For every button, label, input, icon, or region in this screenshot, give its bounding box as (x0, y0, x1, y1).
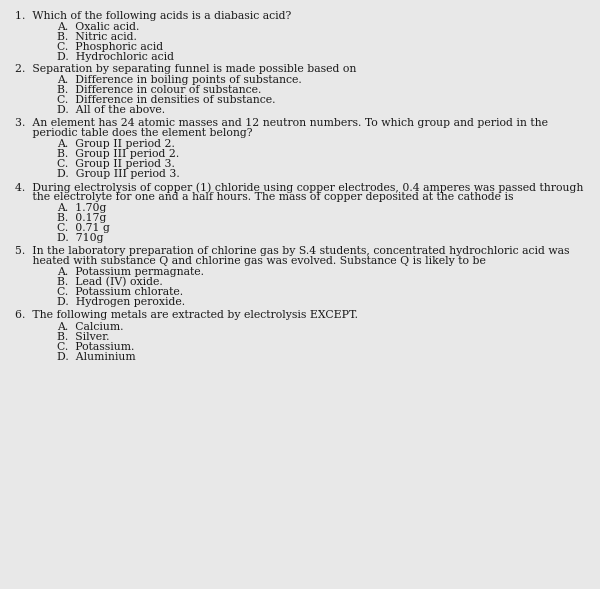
Text: 1.  Which of the following acids is a diabasic acid?: 1. Which of the following acids is a dia… (15, 11, 291, 21)
Text: the electrolyte for one and a half hours. The mass of copper deposited at the ca: the electrolyte for one and a half hours… (15, 192, 514, 202)
Text: C.  Potassium chlorate.: C. Potassium chlorate. (57, 287, 183, 297)
Text: D.  Group III period 3.: D. Group III period 3. (57, 169, 180, 179)
Text: D.  All of the above.: D. All of the above. (57, 105, 165, 115)
Text: 3.  An element has 24 atomic masses and 12 neutron numbers. To which group and p: 3. An element has 24 atomic masses and 1… (15, 118, 548, 128)
Text: D.  Aluminium: D. Aluminium (57, 352, 136, 362)
Text: C.  Group II period 3.: C. Group II period 3. (57, 159, 175, 169)
Text: 6.  The following metals are extracted by electrolysis EXCEPT.: 6. The following metals are extracted by… (15, 310, 358, 320)
Text: A.  1.70g: A. 1.70g (57, 203, 106, 213)
Text: C.  Difference in densities of substance.: C. Difference in densities of substance. (57, 95, 275, 105)
Text: 4.  During electrolysis of copper (1) chloride using copper electrodes, 0.4 ampe: 4. During electrolysis of copper (1) chl… (15, 182, 583, 193)
Text: C.  0.71 g: C. 0.71 g (57, 223, 110, 233)
Text: B.  Nitric acid.: B. Nitric acid. (57, 32, 137, 42)
Text: C.  Potassium.: C. Potassium. (57, 342, 134, 352)
Text: periodic table does the element belong?: periodic table does the element belong? (15, 128, 253, 138)
Text: C.  Phosphoric acid: C. Phosphoric acid (57, 42, 163, 52)
Text: D.  Hydrochloric acid: D. Hydrochloric acid (57, 52, 174, 62)
Text: B.  Difference in colour of substance.: B. Difference in colour of substance. (57, 85, 262, 95)
Text: A.  Calcium.: A. Calcium. (57, 322, 124, 332)
Text: 2.  Separation by separating funnel is made possible based on: 2. Separation by separating funnel is ma… (15, 64, 356, 74)
Text: A.  Group II period 2.: A. Group II period 2. (57, 139, 175, 149)
Text: D.  710g: D. 710g (57, 233, 104, 243)
Text: D.  Hydrogen peroxide.: D. Hydrogen peroxide. (57, 297, 185, 307)
Text: A.  Oxalic acid.: A. Oxalic acid. (57, 22, 139, 32)
Text: A.  Potassium permagnate.: A. Potassium permagnate. (57, 267, 204, 277)
Text: A.  Difference in boiling points of substance.: A. Difference in boiling points of subst… (57, 75, 302, 85)
Text: B.  Silver.: B. Silver. (57, 332, 110, 342)
Text: B.  Lead (IV) oxide.: B. Lead (IV) oxide. (57, 277, 163, 288)
Text: B.  Group III period 2.: B. Group III period 2. (57, 149, 179, 159)
Text: 5.  In the laboratory preparation of chlorine gas by S.4 students, concentrated : 5. In the laboratory preparation of chlo… (15, 246, 569, 256)
Text: heated with substance Q and chlorine gas was evolved. Substance Q is likely to b: heated with substance Q and chlorine gas… (15, 256, 486, 266)
Text: B.  0.17g: B. 0.17g (57, 213, 106, 223)
